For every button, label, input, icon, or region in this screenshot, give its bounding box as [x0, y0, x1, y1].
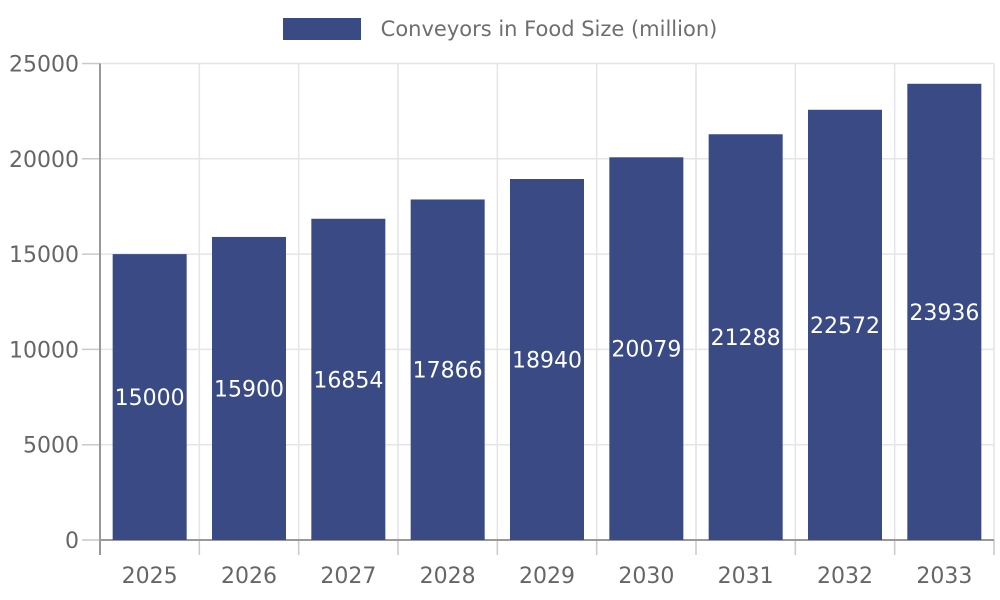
x-tick-label: 2033 [916, 564, 972, 589]
bar-value-label: 20079 [611, 338, 681, 363]
bar [410, 199, 485, 540]
y-tick-label: 15000 [9, 243, 79, 268]
bar [112, 254, 187, 540]
bar [609, 157, 684, 541]
legend-label[interactable]: Conveyors in Food Size (million) [380, 17, 718, 41]
x-tick-label: 2031 [718, 564, 774, 589]
x-tick-label: 2028 [420, 564, 476, 589]
legend-swatch[interactable] [282, 18, 361, 40]
bar-value-label: 22572 [810, 314, 880, 339]
x-tick-label: 2027 [320, 564, 376, 589]
bar-value-label: 21288 [711, 326, 781, 351]
bar-value-label: 16854 [313, 368, 383, 393]
x-tick-label: 2026 [221, 564, 277, 589]
x-tick-label: 2032 [817, 564, 873, 589]
bar-value-label: 15900 [214, 377, 284, 402]
bar [907, 83, 982, 540]
bar [212, 236, 286, 541]
bar-value-label: 18940 [512, 349, 582, 374]
y-tick-label: 0 [65, 529, 79, 554]
y-tick-label: 25000 [9, 53, 79, 78]
y-tick-label: 5000 [23, 434, 79, 459]
x-tick-label: 2030 [618, 564, 674, 589]
y-tick-label: 20000 [9, 148, 79, 173]
bar-value-label: 15000 [115, 386, 185, 411]
bar [808, 109, 882, 540]
x-tick-label: 2029 [519, 564, 575, 589]
bar [708, 134, 783, 540]
bar [311, 218, 386, 540]
bar [510, 179, 584, 540]
y-tick-label: 10000 [9, 338, 79, 363]
bar-value-label: 23936 [909, 301, 979, 326]
legend[interactable]: Conveyors in Food Size (million) [0, 18, 1000, 40]
x-tick-label: 2025 [122, 564, 178, 589]
bar-value-label: 17866 [413, 359, 483, 384]
